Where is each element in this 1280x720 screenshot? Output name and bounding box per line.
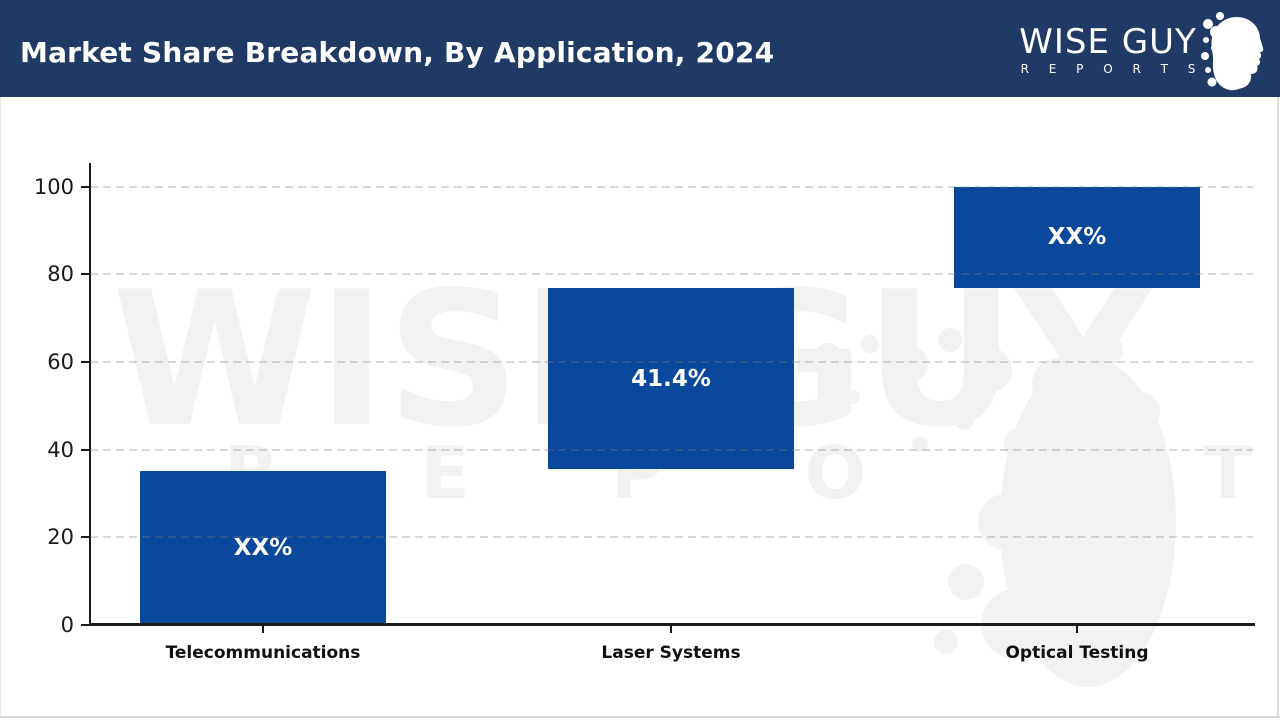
y-tick-40	[81, 448, 89, 451]
y-tick-20	[81, 536, 89, 539]
brand-logo: WISE GUY R E P O R T S	[1003, 6, 1268, 94]
y-tick-80	[81, 273, 89, 276]
gridline-80	[90, 273, 1253, 276]
x-tick-laser-systems	[670, 626, 672, 633]
x-tick-label-optical-testing: Optical Testing	[1005, 643, 1149, 663]
chart-area: WISE GUY R E P O R T S XX%41.4%XX% 02040…	[0, 97, 1280, 720]
y-axis-line	[89, 163, 91, 625]
y-tick-label-60: 60	[47, 349, 74, 374]
gridline-20	[90, 536, 1253, 539]
bar-telecommunications: XX%	[140, 470, 386, 625]
header-bar: Market Share Breakdown, By Application, …	[0, 0, 1280, 97]
x-tick-telecommunications	[262, 626, 264, 633]
bar-value-label: XX%	[233, 534, 293, 561]
logo-subtext: R E P O R T S	[1020, 62, 1204, 76]
bar-optical-testing: XX%	[954, 186, 1200, 288]
page-border-left	[0, 97, 1, 717]
gridline-40	[90, 448, 1253, 451]
watermark-face-icon	[814, 328, 1176, 687]
x-tick-label-telecommunications: Telecommunications	[165, 643, 361, 663]
y-tick-label-40: 40	[47, 437, 74, 462]
bar-value-label: 41.4%	[631, 365, 711, 392]
gridline-60	[90, 360, 1253, 363]
logo-wordmark: WISE GUY	[1019, 22, 1197, 62]
x-tick-label-laser-systems: Laser Systems	[601, 643, 741, 663]
gridline-100	[90, 185, 1253, 188]
y-tick-label-80: 80	[47, 262, 74, 287]
y-tick-100	[81, 185, 89, 188]
y-tick-0	[81, 624, 89, 626]
page-border-bottom	[0, 716, 1280, 718]
x-tick-optical-testing	[1076, 626, 1078, 633]
y-tick-60	[81, 360, 89, 363]
logo-face-icon	[1201, 12, 1264, 91]
page-border-right	[1277, 97, 1279, 717]
y-tick-label-0: 0	[60, 613, 74, 637]
bar-laser-systems: 41.4%	[548, 287, 794, 470]
y-tick-label-100: 100	[33, 174, 74, 199]
y-tick-label-20: 20	[47, 525, 74, 550]
x-axis-line	[89, 623, 1255, 626]
bar-value-label: XX%	[1047, 224, 1107, 251]
page-title: Market Share Breakdown, By Application, …	[20, 36, 775, 69]
